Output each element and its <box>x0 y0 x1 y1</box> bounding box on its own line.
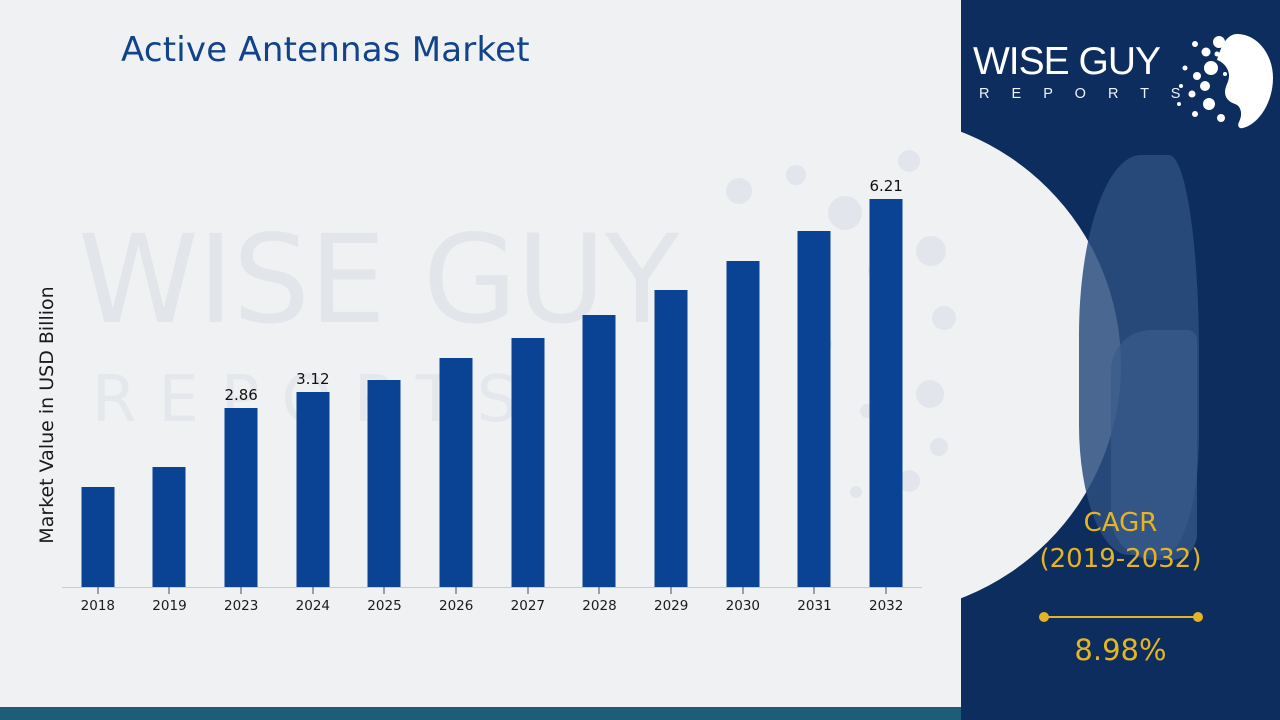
bar-group: 2031 <box>779 150 851 614</box>
bar[interactable] <box>869 199 903 587</box>
cagr-block: CAGR (2019-2032) 8.98% <box>961 505 1280 667</box>
bar[interactable] <box>797 231 831 587</box>
logo[interactable]: WISE GUY R E P O R T S <box>969 30 1274 129</box>
x-axis-tick-label: 2031 <box>797 598 832 614</box>
x-axis-tick-label: 2026 <box>438 598 474 614</box>
bar-value-label: 3.12 <box>296 370 330 388</box>
bar-value-label: 2.86 <box>224 386 258 404</box>
logo-secondary-text: R E P O R T S <box>979 86 1190 102</box>
bar-group: 2030 <box>707 150 779 614</box>
x-axis-tick <box>670 587 672 594</box>
x-axis-tick <box>240 587 242 594</box>
plot-area: 2018 2019 2.86 2023 3.12 2024 2025 2026 2027 2028… <box>62 150 922 614</box>
x-axis-tick-label: 2029 <box>653 598 689 614</box>
x-axis-tick-label: 2023 <box>223 598 259 614</box>
chart-panel: Active Antennas Market WISE GUY REPORTS … <box>0 30 961 720</box>
bar-group: 6.21 2032 <box>850 150 922 614</box>
x-axis-tick-label: 2019 <box>152 598 187 614</box>
x-axis-tick <box>598 587 600 594</box>
bar[interactable] <box>439 358 473 587</box>
logo-primary-text: WISE GUY <box>973 40 1161 83</box>
x-axis-tick <box>813 587 815 594</box>
x-axis-tick <box>885 587 887 594</box>
bar-value-label: 6.21 <box>869 177 903 195</box>
branding-panel: WISE GUY R E P O R T S <box>961 0 1280 720</box>
y-axis-label: Market Value in USD Billion <box>36 286 58 544</box>
x-axis-tick-label: 2018 <box>80 598 116 614</box>
x-axis-tick <box>312 587 314 594</box>
footer-strip <box>0 707 961 720</box>
x-axis-tick-label: 2032 <box>868 598 904 614</box>
x-axis-tick <box>383 587 385 594</box>
bar[interactable] <box>296 392 330 587</box>
dot-line-divider-icon <box>1039 612 1203 622</box>
head-silhouette-shape-inner <box>1111 330 1197 560</box>
bar[interactable] <box>81 487 115 587</box>
bar-group: 2025 <box>349 150 421 614</box>
bar-group: 2018 <box>62 150 134 614</box>
x-axis-tick <box>97 587 99 594</box>
bar-group: 3.12 2024 <box>277 150 349 614</box>
x-axis-tick-label: 2027 <box>510 598 546 614</box>
x-axis-tick <box>455 587 457 594</box>
dotted-head-icon <box>1159 28 1279 137</box>
bar-group: 2026 <box>420 150 492 614</box>
bar-group: 2.86 2023 <box>205 150 277 614</box>
x-axis-tick-label: 2025 <box>367 598 402 614</box>
bar[interactable] <box>726 261 760 587</box>
cagr-period: (2019-2032) <box>1039 544 1202 574</box>
x-axis-tick-label: 2028 <box>582 598 617 614</box>
bar-group: 2027 <box>492 150 564 614</box>
x-axis-tick-label: 2024 <box>295 598 331 614</box>
bar[interactable] <box>654 290 688 587</box>
page-title: Active Antennas Market <box>121 30 530 70</box>
bar[interactable] <box>152 467 186 587</box>
bar[interactable] <box>224 408 258 587</box>
bar-group: 2028 <box>564 150 636 614</box>
bar[interactable] <box>511 338 545 587</box>
x-axis-tick-label: 2030 <box>725 598 761 614</box>
x-axis-tick <box>168 587 170 594</box>
x-axis-line <box>62 587 922 588</box>
bar-group: 2029 <box>635 150 707 614</box>
bar[interactable] <box>582 315 616 587</box>
bar[interactable] <box>367 380 401 587</box>
cagr-value: 8.98% <box>1074 633 1167 667</box>
x-axis-tick <box>527 587 529 594</box>
bar-group: 2019 <box>134 150 206 614</box>
cagr-heading: CAGR <box>1083 508 1158 538</box>
x-axis-tick <box>742 587 744 594</box>
